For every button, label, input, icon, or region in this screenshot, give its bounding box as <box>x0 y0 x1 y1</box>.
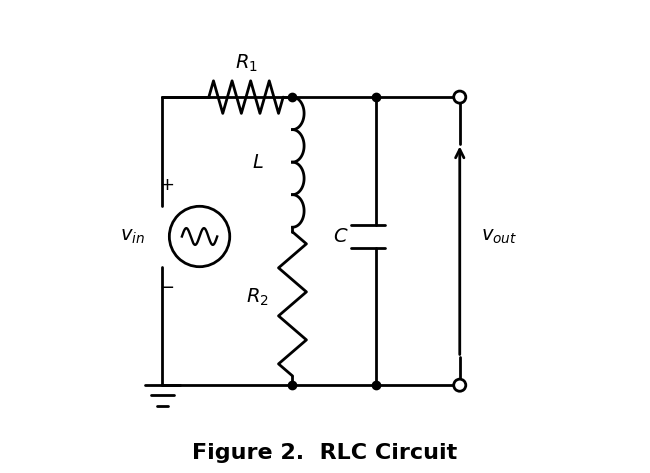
Text: −: − <box>159 279 175 297</box>
Text: $L$: $L$ <box>252 153 263 172</box>
Text: $C$: $C$ <box>333 227 349 246</box>
Circle shape <box>454 91 466 103</box>
Text: $R_2$: $R_2$ <box>246 286 269 307</box>
Text: $R_1$: $R_1$ <box>235 53 257 74</box>
Text: +: + <box>159 176 174 194</box>
Text: $v_{in}$: $v_{in}$ <box>120 227 145 246</box>
Text: Figure 2.  RLC Circuit: Figure 2. RLC Circuit <box>192 443 458 463</box>
Circle shape <box>170 206 229 267</box>
Text: $v_{out}$: $v_{out}$ <box>481 227 517 246</box>
Circle shape <box>454 379 466 391</box>
